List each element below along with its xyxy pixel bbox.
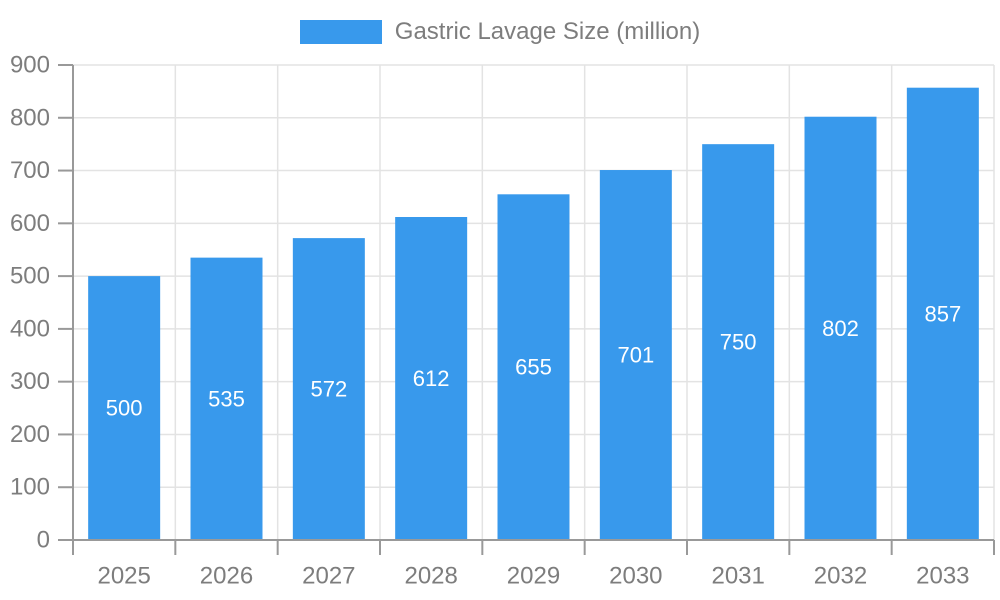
y-tick-label: 200 — [10, 421, 50, 448]
y-tick-label: 0 — [37, 527, 50, 554]
y-tick-label: 700 — [10, 157, 50, 184]
bar-value-label: 857 — [924, 301, 961, 326]
x-tick-label: 2032 — [814, 563, 867, 590]
bar-value-label: 750 — [720, 330, 757, 355]
x-tick-label: 2026 — [200, 563, 253, 590]
bar-2026[interactable] — [190, 257, 263, 540]
bar-2032[interactable] — [804, 116, 877, 540]
bar-value-label: 802 — [822, 316, 859, 341]
bar-value-label: 701 — [617, 343, 654, 368]
legend-swatch — [299, 20, 382, 44]
x-tick-label: 2025 — [97, 563, 150, 590]
x-tick-label: 2029 — [507, 563, 560, 590]
bar-value-label: 612 — [413, 366, 450, 391]
y-tick-label: 900 — [10, 52, 50, 79]
legend[interactable]: Gastric Lavage Size (million) — [0, 18, 1000, 46]
legend-label: Gastric Lavage Size (million) — [394, 18, 701, 45]
x-tick-label: 2031 — [711, 563, 764, 590]
bar-2030[interactable] — [599, 170, 672, 540]
bar-2029[interactable] — [497, 194, 570, 541]
bar-value-label: 655 — [515, 355, 552, 380]
y-tick-label: 500 — [10, 263, 50, 290]
y-tick-label: 100 — [10, 474, 50, 501]
y-tick-label: 800 — [10, 104, 50, 131]
y-tick-label: 300 — [10, 368, 50, 395]
x-tick-label: 2030 — [609, 563, 662, 590]
y-tick-label: 600 — [10, 210, 50, 237]
bar-value-label: 572 — [310, 377, 347, 402]
bar-value-label: 535 — [208, 386, 245, 411]
x-tick-label: 2027 — [302, 563, 355, 590]
x-tick-label: 2033 — [916, 563, 969, 590]
bar-2027[interactable] — [292, 238, 365, 540]
x-tick-label: 2028 — [404, 563, 457, 590]
bar-2028[interactable] — [395, 217, 468, 540]
bar-2025[interactable] — [88, 276, 161, 540]
bar-2031[interactable] — [702, 144, 775, 540]
y-tick-label: 400 — [10, 315, 50, 342]
bar-value-label: 500 — [106, 396, 143, 421]
bar-2033[interactable] — [906, 87, 979, 540]
